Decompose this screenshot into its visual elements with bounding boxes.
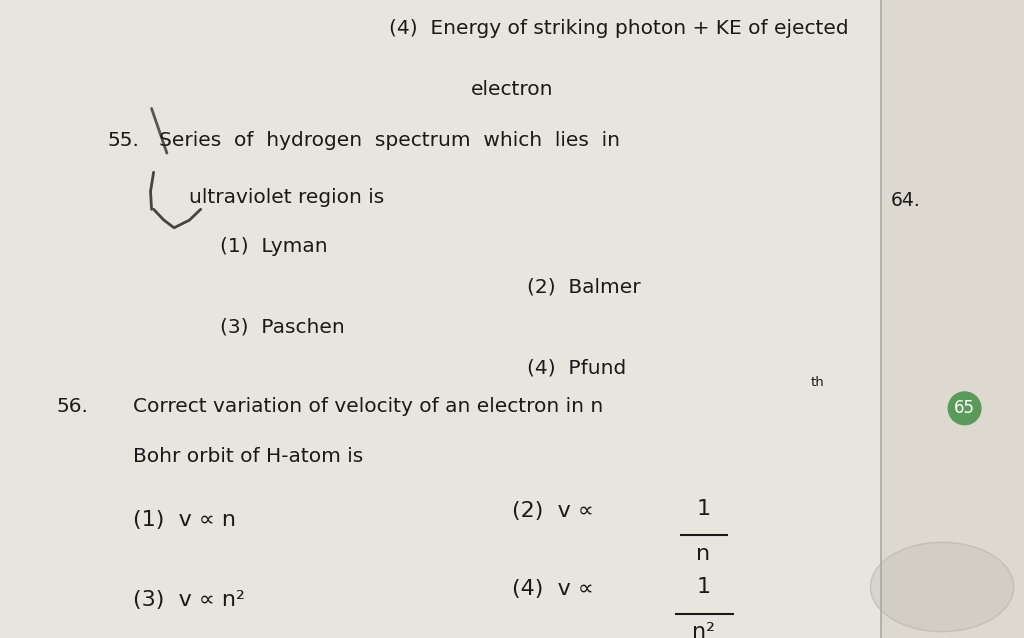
Text: (1)  v ∝ n: (1) v ∝ n <box>133 510 237 530</box>
Text: 56.: 56. <box>56 397 88 416</box>
Text: 1: 1 <box>696 499 711 519</box>
Text: (2)  Balmer: (2) Balmer <box>527 278 641 297</box>
Text: (4)  Pfund: (4) Pfund <box>527 359 627 378</box>
Text: 1: 1 <box>696 577 711 597</box>
Text: Series  of  hydrogen  spectrum  which  lies  in: Series of hydrogen spectrum which lies i… <box>159 131 620 150</box>
Text: (4)  Energy of striking photon + KE of ejected: (4) Energy of striking photon + KE of ej… <box>389 19 849 38</box>
Circle shape <box>870 542 1014 632</box>
Text: (4)  v ∝: (4) v ∝ <box>512 579 594 599</box>
Text: 64.: 64. <box>891 191 921 211</box>
Text: n: n <box>696 544 711 563</box>
Text: Correct variation of velocity of an electron in n: Correct variation of velocity of an elec… <box>133 397 603 416</box>
Text: (3)  v ∝ n²: (3) v ∝ n² <box>133 590 245 610</box>
Text: 65: 65 <box>954 399 975 417</box>
Text: n²: n² <box>692 622 715 638</box>
Text: (1)  Lyman: (1) Lyman <box>220 237 328 256</box>
Text: (2)  v ∝: (2) v ∝ <box>512 501 594 521</box>
Text: 55.: 55. <box>108 131 139 150</box>
Text: (3)  Paschen: (3) Paschen <box>220 318 345 337</box>
Text: Bohr orbit of H-atom is: Bohr orbit of H-atom is <box>133 447 364 466</box>
Bar <box>881 0 1024 638</box>
Text: th: th <box>811 376 824 389</box>
Text: ultraviolet region is: ultraviolet region is <box>189 188 385 207</box>
Text: electron: electron <box>471 80 554 99</box>
